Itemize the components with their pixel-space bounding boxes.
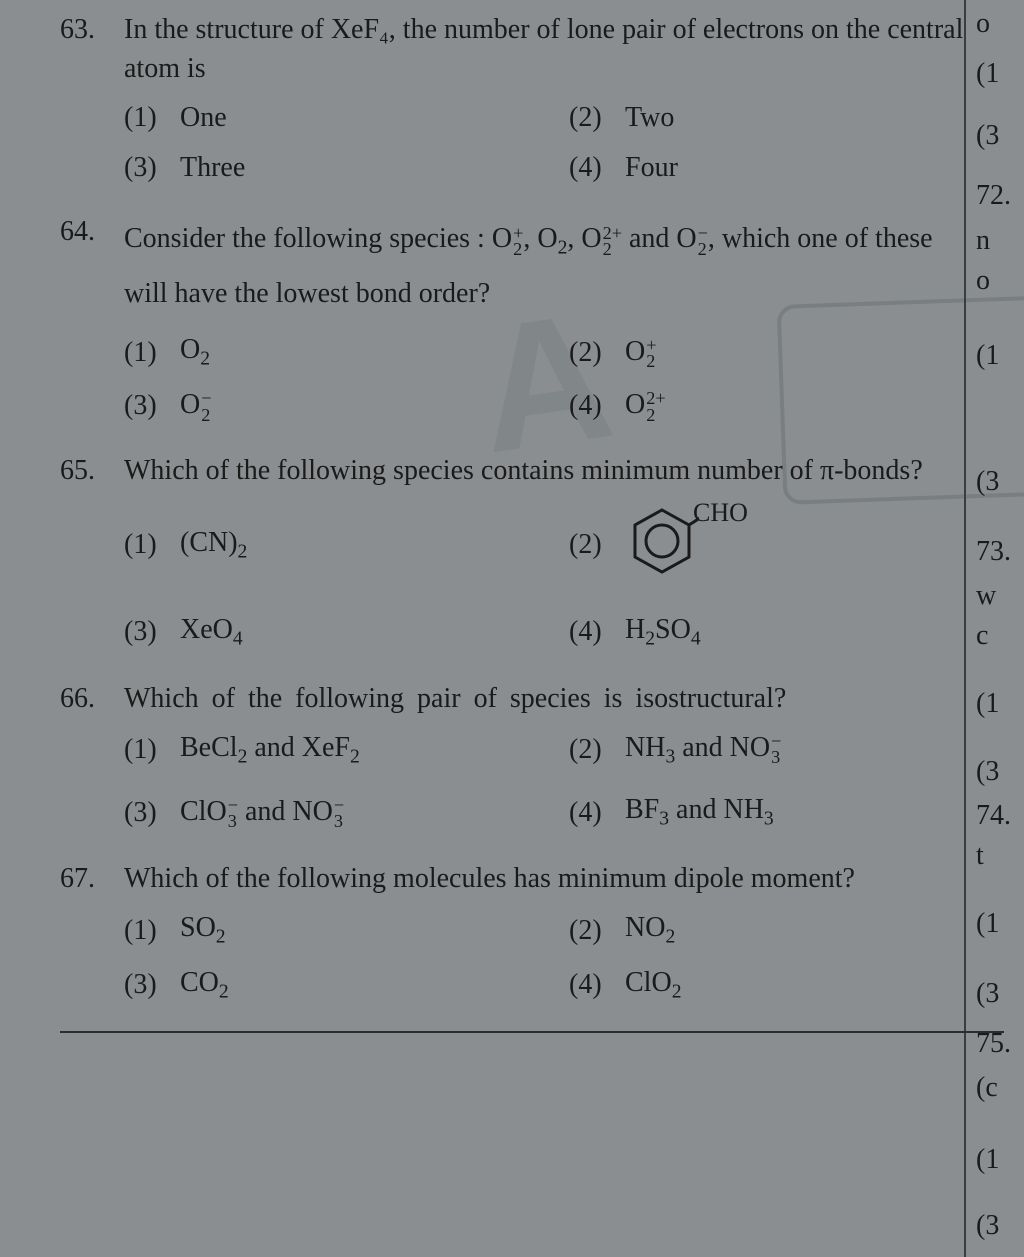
option: (1)One: [124, 102, 559, 134]
question-number: 67.: [60, 859, 124, 898]
option: (2)NO2: [569, 912, 1004, 949]
page-content: 63. In the structure of XeF₄, the number…: [0, 0, 1024, 1043]
option: (3)O−2: [124, 389, 559, 423]
option: (3)ClO−3 and NO−3: [124, 794, 559, 831]
option: (3)XeO4: [124, 614, 559, 651]
question-number: 63.: [60, 10, 124, 88]
option: (4)Four: [569, 152, 1004, 184]
option: (1)BeCl2 and XeF2: [124, 732, 559, 769]
divider: [60, 1031, 1004, 1033]
option: (2) CHO: [569, 504, 1004, 586]
option: (2)Two: [569, 102, 1004, 134]
option: (1)O2: [124, 334, 559, 371]
question-number: 64.: [60, 212, 124, 320]
option: (3)CO2: [124, 967, 559, 1004]
question-text: Which of the following species contains …: [124, 451, 1004, 490]
question-64: 64. Consider the following species : O+2…: [60, 212, 1004, 423]
edge-fragment: (3: [976, 1210, 999, 1242]
option: (4)O2+2: [569, 389, 1004, 423]
option: (2)NH3 and NO−3: [569, 732, 1004, 769]
question-text: Which of the following molecules has min…: [124, 859, 1004, 898]
benzene-ring-icon: [625, 504, 699, 578]
question-text: In the structure of XeF₄, the number of …: [124, 10, 1004, 88]
question-text: Consider the following species : O+2, O2…: [124, 212, 1004, 320]
edge-fragment: (c: [976, 1072, 998, 1104]
option: (1)SO2: [124, 912, 559, 949]
question-66: 66. Which of the following pair of speci…: [60, 679, 1004, 831]
option: (1)(CN)2: [124, 504, 559, 586]
question-number: 66.: [60, 679, 124, 718]
cho-label: CHO: [693, 498, 748, 528]
option: (2)O+2: [569, 334, 1004, 371]
question-67: 67. Which of the following molecules has…: [60, 859, 1004, 1003]
option: (4)BF3 and NH3: [569, 794, 1004, 831]
option: (4)H2SO4: [569, 614, 1004, 651]
question-number: 65.: [60, 451, 124, 490]
option: (3)Three: [124, 152, 559, 184]
option: (4)ClO2: [569, 967, 1004, 1004]
benzaldehyde-structure: CHO: [625, 504, 748, 586]
question-65: 65. Which of the following species conta…: [60, 451, 1004, 651]
question-63: 63. In the structure of XeF₄, the number…: [60, 10, 1004, 184]
edge-fragment: (1: [976, 1144, 999, 1176]
question-text: Which of the following pair of species i…: [124, 679, 1004, 718]
